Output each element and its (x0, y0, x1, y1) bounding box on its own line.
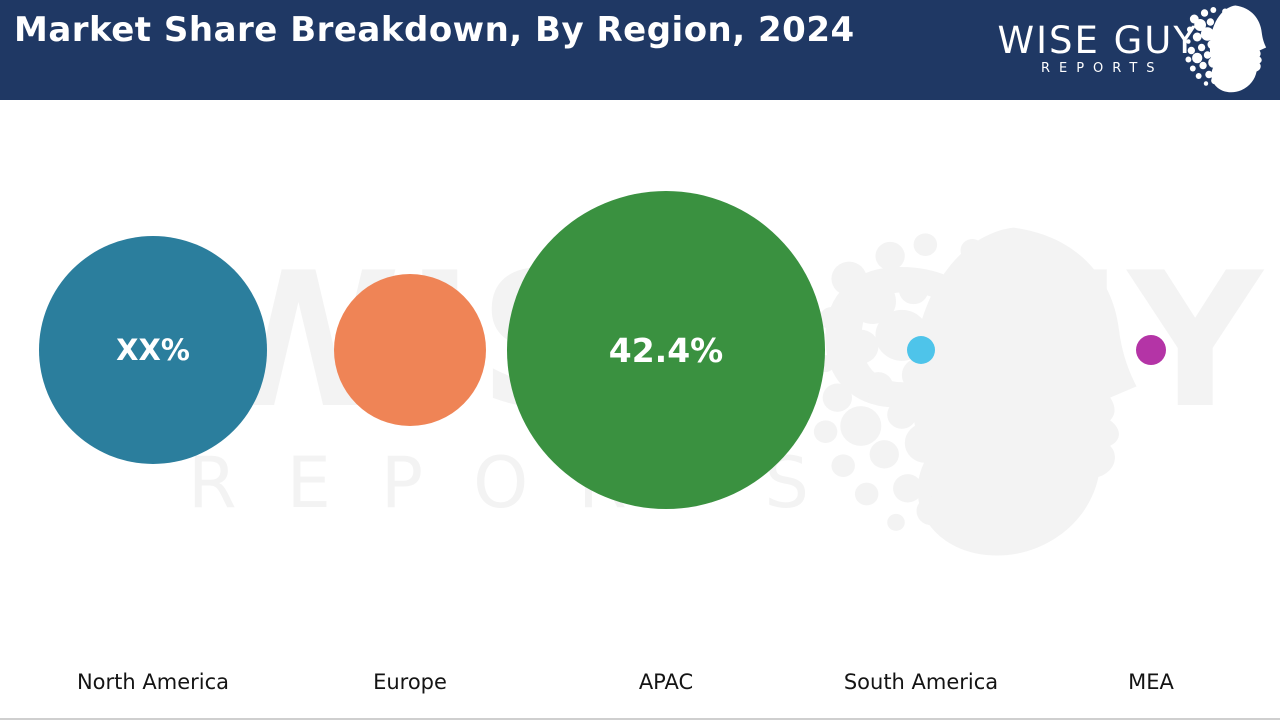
logo-wordmark: WISE GUY (997, 19, 1198, 63)
bubble-mea (1136, 335, 1166, 365)
bubble-value-label: 42.4% (608, 330, 724, 370)
bubble-north-america: XX% (39, 236, 267, 464)
brand-logo-text: WISE GUY REPORTS (997, 19, 1198, 76)
wiseguy-watermark-head-icon (808, 222, 1160, 562)
category-label-mea: MEA (1128, 670, 1174, 694)
bubble-south-america (907, 336, 935, 364)
brand-logo: WISE GUY REPORTS (998, 4, 1272, 94)
category-label-apac: APAC (638, 670, 694, 694)
header-bar: Market Share Breakdown, By Region, 2024 … (0, 0, 1280, 100)
bubble-chart: WISE GUY REPORTS XX%42.4% North AmericaE… (0, 100, 1280, 718)
bubble-apac: 42.4% (507, 191, 825, 509)
category-label-north-america: North America (76, 670, 230, 694)
bubble-value-label: XX% (116, 333, 190, 367)
logo-subtitle: REPORTS (1040, 60, 1164, 76)
category-label-europe: Europe (373, 670, 447, 694)
category-label-south-america: South America (843, 670, 999, 694)
bubble-europe (334, 274, 486, 426)
page-title: Market Share Breakdown, By Region, 2024 (14, 10, 855, 50)
